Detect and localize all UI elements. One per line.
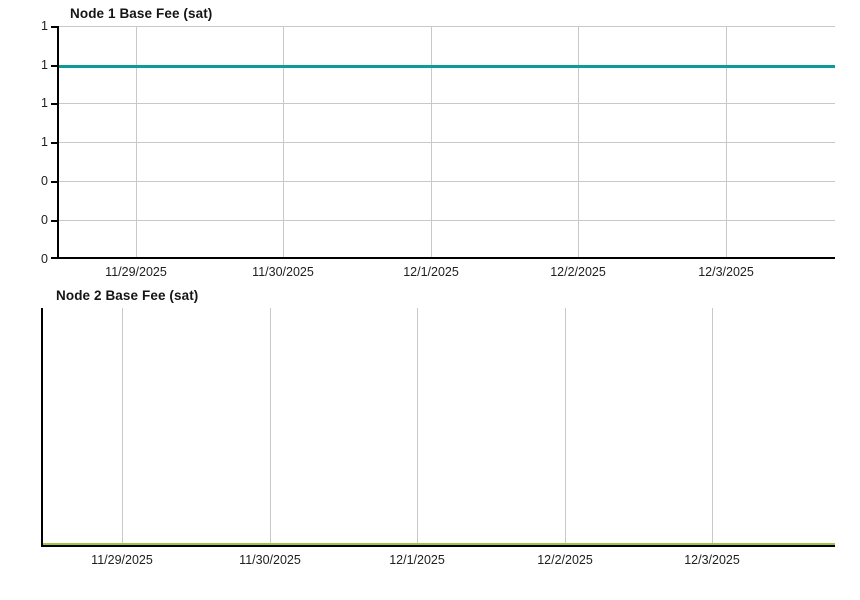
chart-2-xtick-label: 11/29/2025 <box>91 553 153 567</box>
chart-1-ytick-label: 0 <box>41 213 48 227</box>
chart-1-plot-area: 1 1 1 1 0 0 0 11/29/2025 11/30/2025 12/ <box>41 19 835 279</box>
chart-1-xtick-label: 11/30/2025 <box>252 265 314 279</box>
chart-1-ytick-label: 1 <box>41 135 48 149</box>
chart-1-ytick-label: 1 <box>41 96 48 110</box>
chart-1-ytick-label: 0 <box>41 252 48 266</box>
chart-2-gridline-v <box>270 308 271 547</box>
chart-1-x-axis <box>57 257 835 259</box>
chart-1-ytick-label: 1 <box>41 19 48 33</box>
chart-1-xtick-label: 12/1/2025 <box>403 265 459 279</box>
chart-1-gridline-v <box>136 26 137 259</box>
chart-2-gridline-v <box>417 308 418 547</box>
chart-2-y-axis <box>41 308 43 547</box>
chart-1-gridline-h <box>57 65 835 66</box>
chart-1-gridline-h <box>57 220 835 221</box>
chart-1-gridline-h <box>57 103 835 104</box>
chart-1-gridline-h <box>57 181 835 182</box>
chart-2-xtick-label: 12/2/2025 <box>537 553 593 567</box>
chart-2-xtick-label: 11/30/2025 <box>239 553 301 567</box>
chart-2-title: Node 2 Base Fee (sat) <box>56 288 199 303</box>
chart-1-ytick-label: 0 <box>41 174 48 188</box>
chart-2-plot-area: 11/29/2025 11/30/2025 12/1/2025 12/2/202… <box>41 308 835 567</box>
chart-2-gridline-v <box>565 308 566 547</box>
chart-2-plot-background <box>41 308 835 547</box>
chart-1-gridline-h <box>57 26 835 27</box>
chart-1-title: Node 1 Base Fee (sat) <box>70 6 213 21</box>
chart-1-y-axis <box>57 26 59 259</box>
chart-2-gridline-v <box>712 308 713 547</box>
chart-1-xtick-label: 12/2/2025 <box>550 265 606 279</box>
chart-1-gridline-v <box>726 26 727 259</box>
chart-2-x-axis <box>41 545 835 547</box>
chart-1-gridline-v <box>431 26 432 259</box>
chart-2-gridline-v <box>122 308 123 547</box>
chart-2-xtick-label: 12/3/2025 <box>684 553 740 567</box>
chart-1-gridline-v <box>578 26 579 259</box>
chart-1-xtick-label: 11/29/2025 <box>105 265 167 279</box>
chart-2-xtick-label: 12/1/2025 <box>389 553 445 567</box>
chart-1-gridline-h <box>57 142 835 143</box>
chart-1-ytick-label: 1 <box>41 58 48 72</box>
chart-1-xtick-label: 12/3/2025 <box>698 265 754 279</box>
chart-1-gridline-v <box>283 26 284 259</box>
